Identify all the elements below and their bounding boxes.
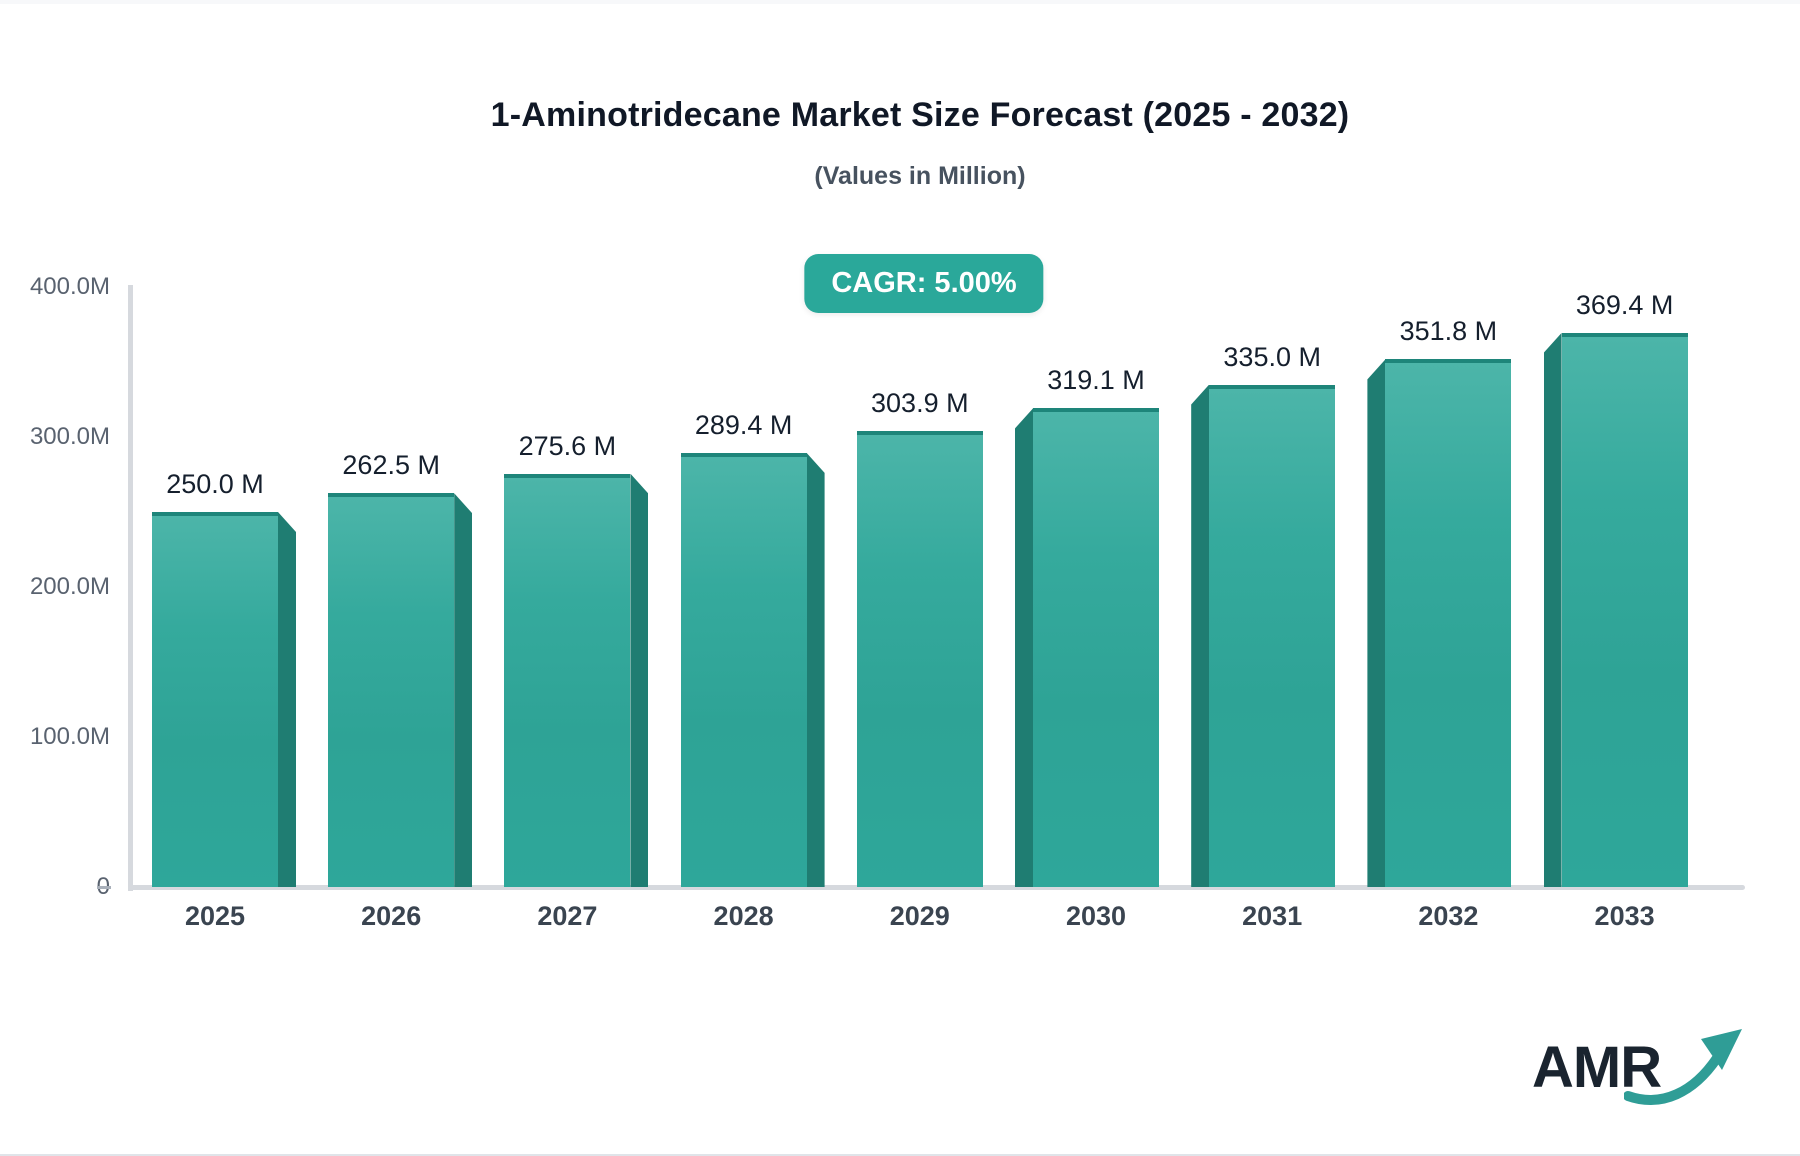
y-axis-labels: 400.0M 300.0M 200.0M 100.0M 0 bbox=[0, 273, 110, 900]
bar-value-label: 275.6 M bbox=[518, 430, 617, 461]
bar-2025 bbox=[152, 512, 278, 887]
bar-value-label: 351.8 M bbox=[1399, 316, 1498, 347]
x-axis-line bbox=[128, 885, 1745, 890]
bar-2031 bbox=[1209, 384, 1336, 887]
bar-2027 bbox=[504, 473, 631, 887]
top-edge-strip bbox=[0, 0, 1800, 4]
x-tick-label-2027: 2027 bbox=[537, 901, 598, 931]
bar-side-face bbox=[1543, 332, 1562, 887]
bar-2029 bbox=[856, 431, 983, 887]
bar-2033 bbox=[1561, 332, 1688, 887]
bar-side-face bbox=[454, 493, 473, 887]
x-tick-label-2030: 2030 bbox=[1065, 901, 1127, 931]
x-tick-label-2028: 2028 bbox=[713, 901, 774, 931]
bar-value-label: 335.0 M bbox=[1223, 341, 1321, 372]
chart-subtitle: (Values in Million) bbox=[814, 162, 1026, 190]
x-tick-label-2026: 2026 bbox=[361, 901, 422, 931]
bar-2032 bbox=[1385, 359, 1512, 887]
bar-side-face bbox=[1191, 384, 1210, 887]
x-tick-label-2033: 2033 bbox=[1594, 901, 1655, 931]
y-tick-label: 200.0M bbox=[29, 573, 110, 600]
zero-tick-mark bbox=[97, 886, 111, 889]
bar-side-face bbox=[630, 473, 649, 887]
bottom-edge-strip bbox=[0, 1154, 1800, 1156]
bar-value-label: 369.4 M bbox=[1575, 289, 1674, 320]
bar-value-label: 262.5 M bbox=[342, 450, 440, 481]
x-tick-label-2029: 2029 bbox=[889, 901, 950, 931]
y-axis-line bbox=[128, 285, 133, 891]
bar-value-label: 319.1 M bbox=[1047, 365, 1145, 396]
amr-logo-text: AMR bbox=[1532, 1035, 1662, 1100]
bar-side-face bbox=[806, 452, 825, 887]
bar-side-face bbox=[1367, 359, 1386, 887]
bar-value-label: 303.9 M bbox=[871, 388, 969, 419]
cagr-badge: CAGR: 5.00% bbox=[804, 254, 1044, 313]
amr-logo: AMR bbox=[1532, 1026, 1742, 1114]
bar-value-label: 250.0 M bbox=[166, 469, 264, 499]
bar-2026 bbox=[328, 493, 455, 887]
y-tick-label: 100.0M bbox=[29, 723, 110, 750]
y-tick-label: 300.0M bbox=[29, 423, 110, 450]
x-tick-label-2031: 2031 bbox=[1242, 901, 1303, 931]
bar-2030 bbox=[1033, 408, 1159, 887]
bar-value-label: 289.4 M bbox=[694, 409, 793, 440]
x-tick-label-2025: 2025 bbox=[184, 901, 246, 931]
bar-side-face bbox=[1015, 408, 1033, 887]
bar-2028 bbox=[680, 452, 807, 887]
bar-side-face bbox=[278, 512, 296, 887]
y-tick-label: 400.0M bbox=[29, 273, 110, 300]
chart-title: 1-Aminotridecane Market Size Forecast (2… bbox=[490, 96, 1350, 134]
growth-arrow-icon bbox=[1624, 1029, 1742, 1105]
y-tick-label: 0 bbox=[0, 873, 110, 901]
plot-area: 250.0 M 2025 262.5 M 2026 275.6 M 2027 289.4 M… bbox=[97, 285, 1745, 931]
x-tick-label-2032: 2032 bbox=[1418, 901, 1479, 931]
